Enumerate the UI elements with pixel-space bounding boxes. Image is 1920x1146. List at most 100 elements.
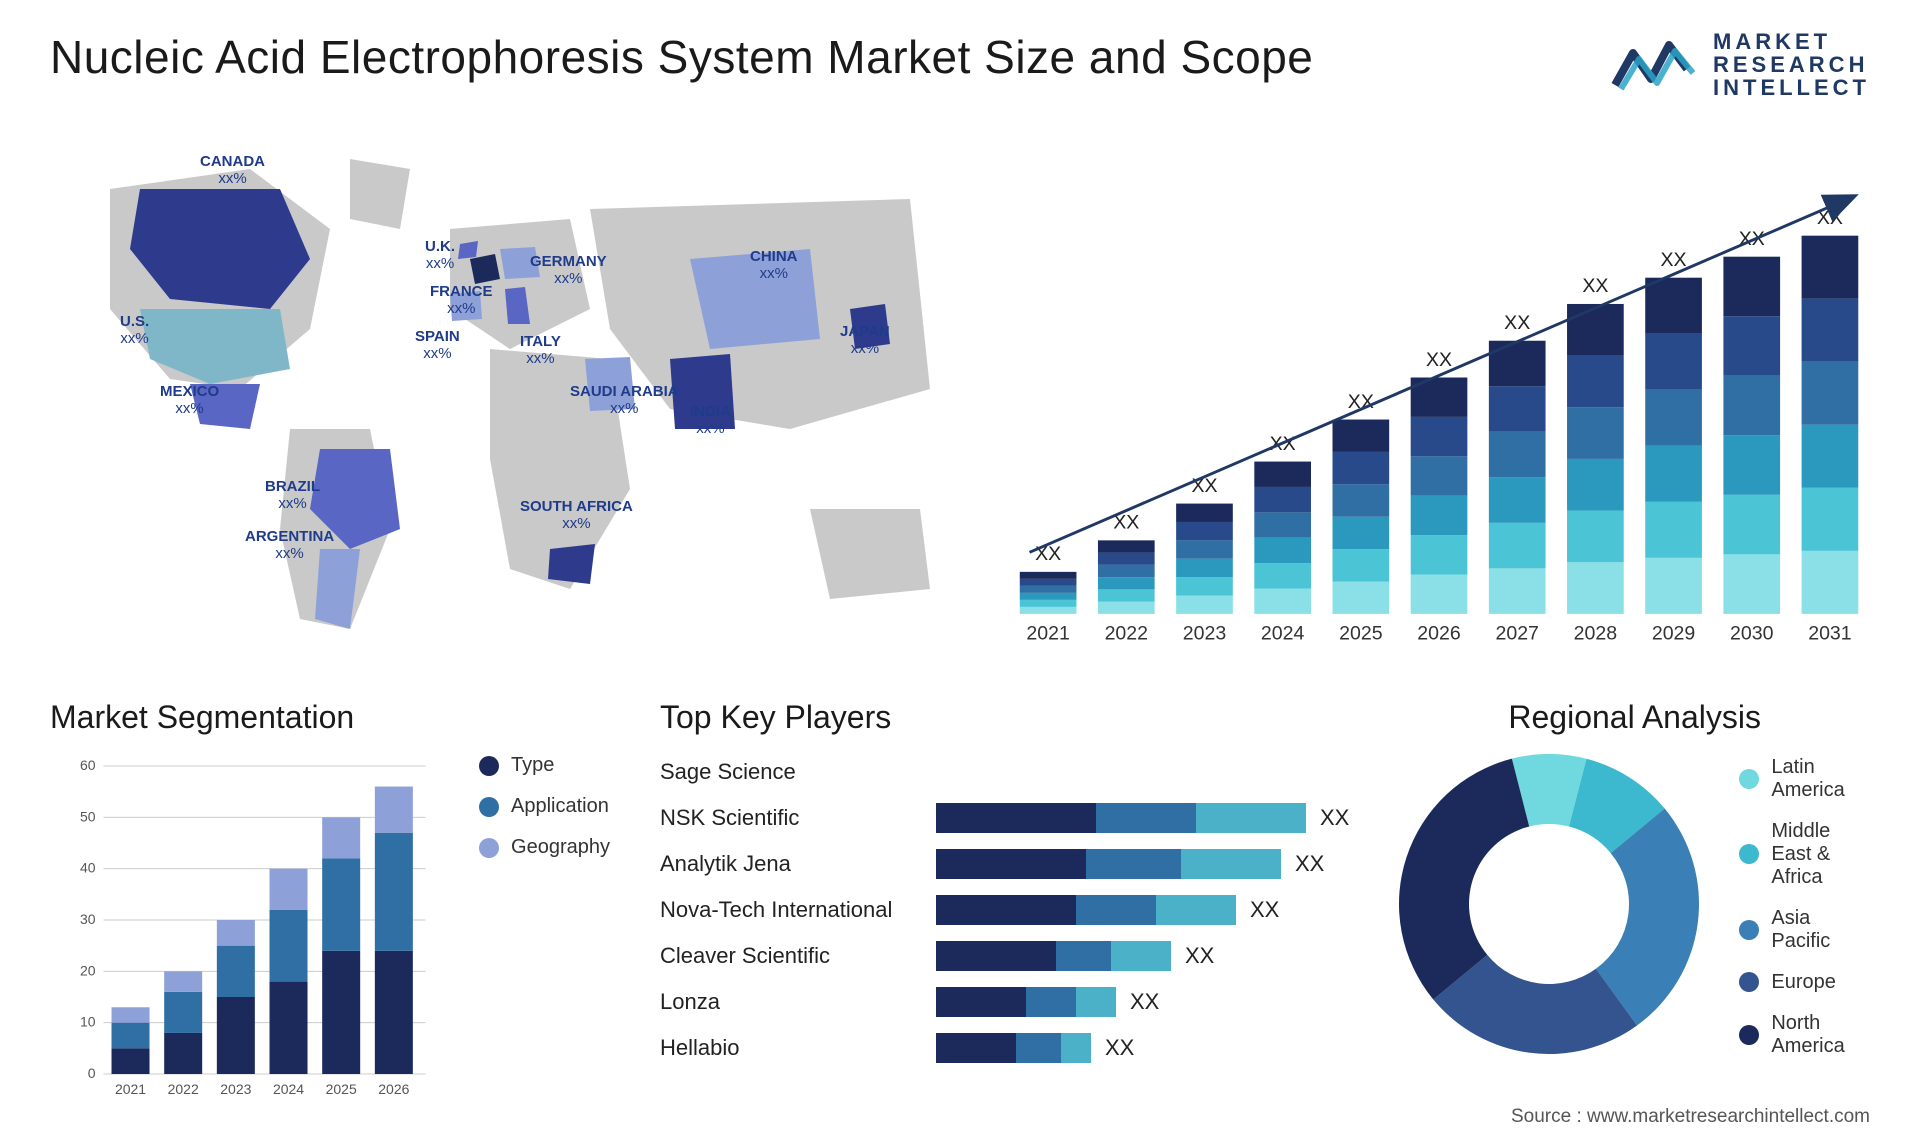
map-label: CANADAxx%	[200, 154, 265, 187]
player-row: NSK ScientificXX	[660, 800, 1349, 836]
region-legend-row: Europe	[1739, 971, 1870, 994]
growth-bar-seg	[1645, 446, 1702, 502]
region-legend-row: Middle East & Africa	[1739, 820, 1870, 889]
growth-bar-seg	[1489, 523, 1546, 569]
growth-bar-seg	[1333, 517, 1390, 549]
brand-logo: MARKET RESEARCH INTELLECT	[1611, 30, 1870, 99]
player-bar-seg	[1086, 849, 1181, 879]
growth-bar-seg	[1098, 553, 1155, 565]
seg-bar-seg	[322, 818, 360, 859]
player-bar-seg	[936, 1033, 1016, 1063]
player-value: XX	[1295, 851, 1324, 877]
bottom-row: Market Segmentation 01020304050602021202…	[50, 699, 1870, 1104]
map-label: FRANCExx%	[430, 284, 493, 317]
growth-bar-xlabel: 2030	[1730, 623, 1774, 645]
growth-bar-seg	[1802, 362, 1859, 425]
seg-bar-seg	[375, 951, 413, 1074]
player-bar-seg	[936, 849, 1086, 879]
growth-bar-seg	[1254, 487, 1311, 512]
seg-bar-seg	[322, 859, 360, 951]
legend-swatch	[1739, 844, 1759, 864]
seg-bar-seg	[270, 910, 308, 982]
player-bar-seg	[1156, 895, 1236, 925]
page-title: Nucleic Acid Electrophoresis System Mark…	[50, 30, 1313, 84]
growth-bar-seg	[1567, 511, 1624, 563]
player-name: NSK Scientific	[660, 805, 920, 831]
legend-swatch	[479, 838, 499, 858]
seg-xlabel: 2024	[273, 1081, 304, 1097]
growth-bar-seg	[1723, 495, 1780, 555]
legend-label: Asia Pacific	[1771, 907, 1870, 953]
growth-bar-xlabel: 2026	[1417, 623, 1460, 645]
world-map: CANADAxx%U.S.xx%MEXICOxx%BRAZILxx%ARGENT…	[50, 129, 970, 659]
player-bar	[936, 849, 1281, 879]
growth-bar-seg	[1098, 565, 1155, 577]
map-us	[140, 309, 290, 384]
growth-bar-seg	[1333, 485, 1390, 517]
map-label: MEXICOxx%	[160, 384, 219, 417]
legend-swatch	[1739, 920, 1759, 940]
growth-chart: XX2021XX2022XX2023XX2024XX2025XX2026XX20…	[1010, 129, 1870, 659]
growth-bar-seg	[1567, 563, 1624, 615]
growth-bar-seg	[1254, 538, 1311, 563]
growth-bar-seg	[1254, 513, 1311, 538]
regional-donut-svg	[1399, 754, 1699, 1054]
seg-ytick: 40	[80, 860, 96, 876]
growth-bar-xlabel: 2027	[1495, 623, 1538, 645]
seg-bar-seg	[164, 1033, 202, 1074]
growth-bar-seg	[1567, 304, 1624, 356]
growth-bar-seg	[1176, 504, 1233, 522]
growth-bar-seg	[1176, 559, 1233, 577]
seg-ytick: 50	[80, 809, 96, 825]
growth-bar-seg	[1723, 555, 1780, 615]
map-label: SAUDI ARABIAxx%	[570, 384, 679, 417]
growth-bar-seg	[1098, 602, 1155, 614]
logo-mark-icon	[1611, 35, 1699, 95]
region-legend-row: Latin America	[1739, 756, 1870, 802]
growth-bar-seg	[1020, 586, 1077, 593]
player-value: XX	[1185, 943, 1214, 969]
players-panel: Top Key Players Sage ScienceNSK Scientif…	[660, 699, 1349, 1104]
seg-xlabel: 2026	[378, 1081, 409, 1097]
player-name: Nova-Tech International	[660, 897, 920, 923]
growth-bar-seg	[1802, 236, 1859, 299]
growth-bar-seg	[1098, 590, 1155, 602]
seg-bar-seg	[375, 787, 413, 833]
logo-line1: MARKET	[1713, 30, 1870, 53]
seg-bar-seg	[217, 920, 255, 946]
growth-bar-xlabel: 2025	[1339, 623, 1383, 645]
legend-swatch	[1739, 1025, 1759, 1045]
donut-segment	[1399, 759, 1529, 1000]
growth-bar-seg	[1723, 436, 1780, 496]
player-bar-seg	[936, 941, 1056, 971]
growth-bar-xlabel: 2021	[1026, 623, 1069, 645]
logo-line2: RESEARCH	[1713, 53, 1870, 76]
growth-bar-seg	[1645, 502, 1702, 558]
seg-bar-seg	[217, 997, 255, 1074]
growth-bar-seg	[1333, 582, 1390, 614]
logo-line3: INTELLECT	[1713, 76, 1870, 99]
growth-bar-seg	[1489, 432, 1546, 478]
growth-bar-seg	[1567, 459, 1624, 511]
seg-bar-seg	[270, 982, 308, 1074]
map-label: ITALYxx%	[520, 334, 561, 367]
player-bar-seg	[936, 987, 1026, 1017]
growth-bar-seg	[1723, 257, 1780, 317]
map-label: SPAINxx%	[415, 329, 460, 362]
seg-legend-row: Type	[479, 754, 610, 777]
regional-donut	[1399, 754, 1699, 1059]
legend-swatch	[479, 756, 499, 776]
players-title: Top Key Players	[660, 699, 1349, 736]
growth-bar-value: XX	[1426, 349, 1452, 371]
player-bar-seg	[1061, 1033, 1091, 1063]
map-label: JAPANxx%	[840, 324, 890, 357]
player-bar-seg	[1076, 895, 1156, 925]
seg-xlabel: 2023	[220, 1081, 251, 1097]
map-label: U.K.xx%	[425, 239, 455, 272]
player-row: Nova-Tech InternationalXX	[660, 892, 1349, 928]
growth-bar-seg	[1098, 577, 1155, 589]
player-row: Analytik JenaXX	[660, 846, 1349, 882]
player-bar-seg	[1076, 987, 1116, 1017]
legend-label: North America	[1771, 1012, 1870, 1058]
growth-bar-seg	[1254, 589, 1311, 614]
